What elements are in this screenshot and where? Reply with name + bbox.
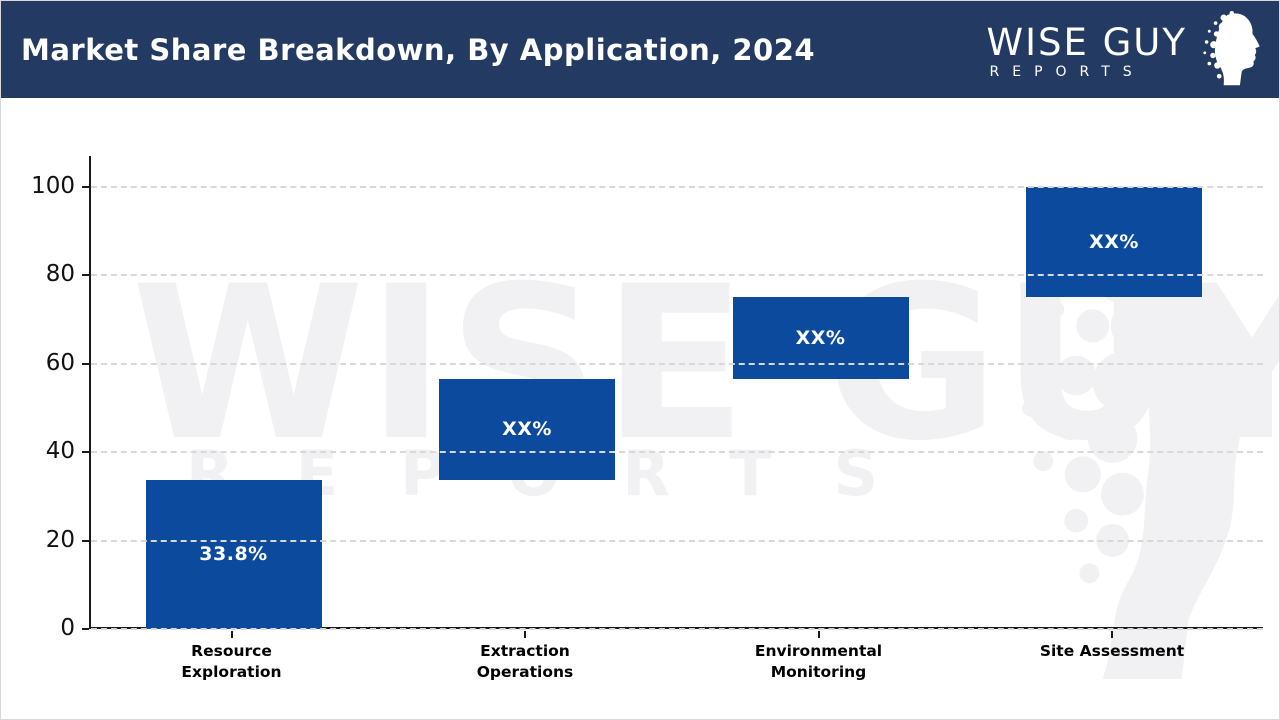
- x-tick-label-line: Site Assessment: [1039, 642, 1185, 660]
- x-tick-label-line: Environmental: [754, 642, 883, 660]
- y-tick-mark: [82, 186, 89, 188]
- x-tick-label-line: Resource: [191, 642, 272, 660]
- y-tick-mark: [82, 628, 89, 630]
- y-tick-label: 40: [45, 438, 75, 465]
- gridline: [91, 628, 1263, 630]
- x-tick-label-line: Exploration: [181, 663, 282, 681]
- bar-segment: XX%: [1026, 187, 1202, 297]
- header-bar: Market Share Breakdown, By Application, …: [1, 1, 1279, 98]
- y-tick-label: 100: [31, 173, 75, 199]
- x-tick-label: Resource Exploration: [117, 641, 347, 683]
- y-tick-label: 0: [60, 615, 75, 641]
- gridline: [91, 451, 1263, 454]
- logo-head-icon: [1203, 10, 1260, 86]
- gridline: [91, 539, 1263, 542]
- x-tick-label-line: Operations: [476, 663, 574, 681]
- x-tick-label: Site Assessment: [997, 641, 1227, 662]
- x-tick-mark: [1111, 631, 1113, 638]
- bar-value-label: XX%: [502, 418, 552, 441]
- logo-wordmark: WISE GUY: [986, 20, 1187, 64]
- y-tick-label: 60: [45, 349, 75, 376]
- y-tick-label: 80: [45, 261, 75, 288]
- bar-segment: 33.8%: [145, 479, 322, 629]
- x-tick-label-line: Extraction: [480, 642, 570, 660]
- bar-segment: XX%: [439, 379, 615, 480]
- y-tick-mark: [82, 451, 89, 454]
- x-tick-label: Extraction Operations: [410, 641, 640, 683]
- x-tick-mark: [817, 631, 820, 638]
- wise-guy-logo: WISE GUY REPORTS: [987, 5, 1269, 97]
- logo-subtitle: REPORTS: [989, 63, 1145, 80]
- bar-value-label: XX%: [795, 326, 846, 349]
- y-tick-mark: [82, 362, 89, 365]
- gridline: [91, 186, 1263, 188]
- x-tick-mark: [230, 631, 233, 638]
- bar-segment: XX%: [732, 296, 909, 380]
- x-tick-mark: [524, 631, 526, 638]
- y-tick-label: 20: [45, 526, 75, 553]
- x-tick-label-line: Monitoring: [770, 663, 867, 681]
- y-tick-mark: [82, 539, 89, 542]
- gridline: [91, 274, 1263, 277]
- bar-value-label: XX%: [1089, 230, 1139, 253]
- plot-box: 33.8% XX% XX% XX%: [89, 156, 1263, 630]
- gridline: [91, 362, 1263, 365]
- x-tick-label: Environmental Monitoring: [704, 641, 934, 683]
- page-title: Market Share Breakdown, By Application, …: [21, 32, 816, 67]
- logo-text: WISE GUY REPORTS: [987, 24, 1187, 79]
- bar-value-label: 33.8%: [199, 543, 268, 566]
- y-tick-mark: [82, 274, 89, 277]
